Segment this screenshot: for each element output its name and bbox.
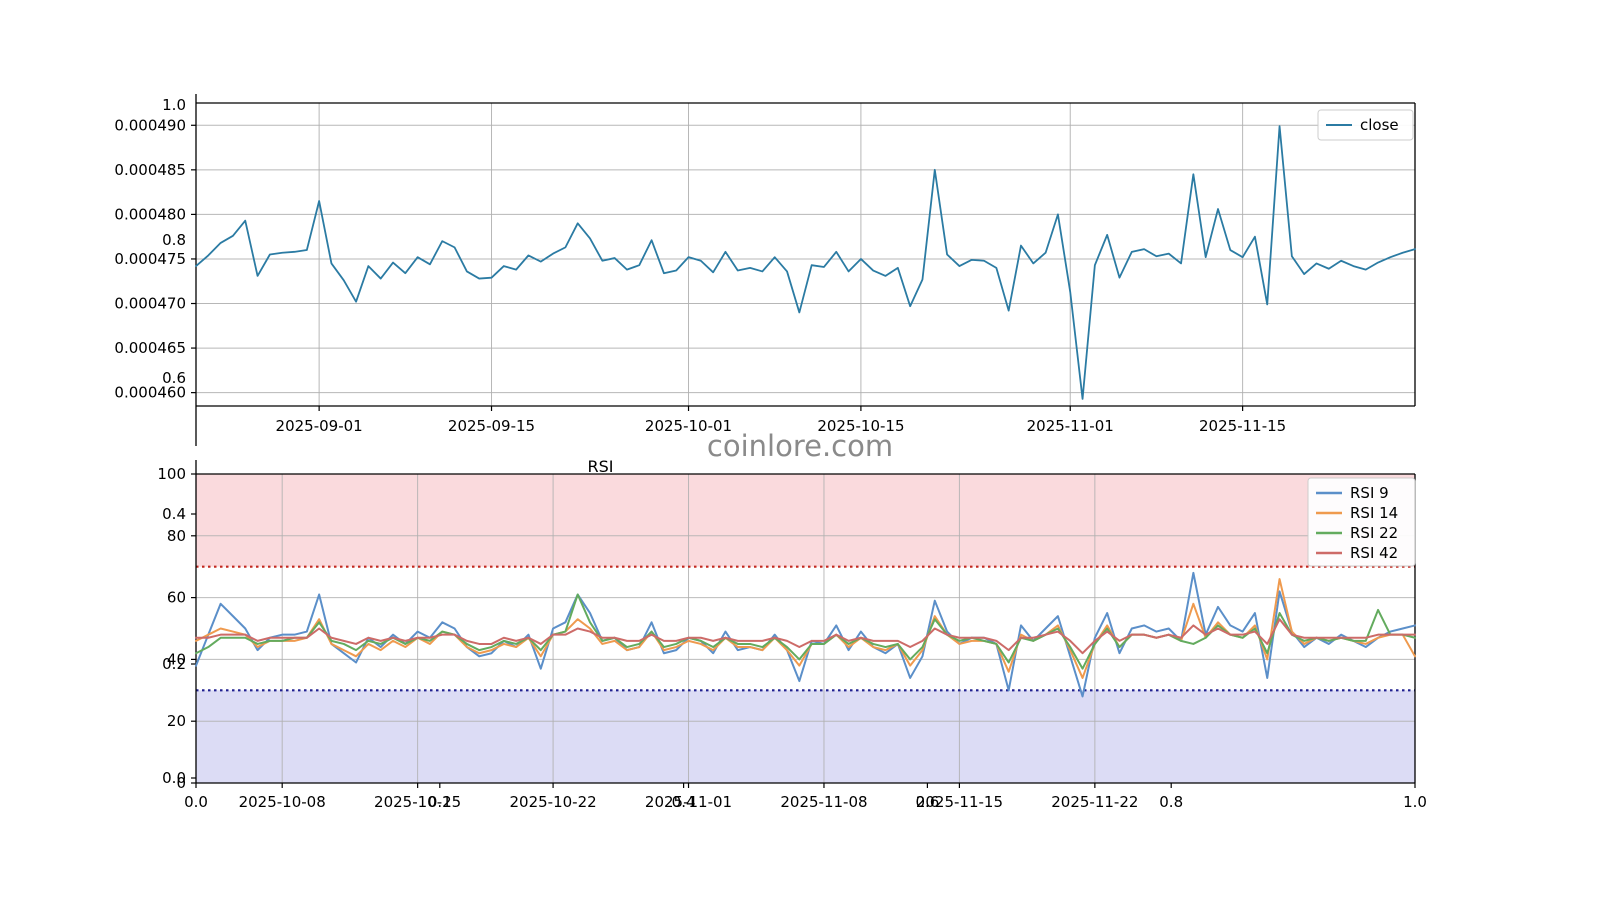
rsi-legend-label-rsi-9: RSI 9 <box>1350 484 1389 502</box>
rsi-phantom-y-label: 0.0 <box>162 769 186 787</box>
price-x-tick-label: 2025-09-01 <box>276 417 363 435</box>
price-x-tick-label: 2025-10-01 <box>645 417 732 435</box>
rsi-x-tick-label: 2025-10-15 <box>374 793 461 811</box>
rsi-phantom-x-label: 0.0 <box>184 793 208 811</box>
price-phantom-y-label: 0.8 <box>162 231 186 249</box>
price-x-tick-label: 2025-09-15 <box>448 417 535 435</box>
price-series-close <box>195 125 1416 400</box>
rsi-phantom-y-label: 0.2 <box>162 655 186 673</box>
price-y-tick-label: 0.000465 <box>114 339 186 357</box>
rsi-x-tick-label: 2025-11-01 <box>645 793 732 811</box>
rsi-phantom-y-label: 0.4 <box>162 505 186 523</box>
price-axes: 0.000490 0.000485 0.000480 0.000475 0.000470… <box>114 94 1416 446</box>
rsi-y-tick-label: 20 <box>167 712 186 730</box>
price-y-tick-label: 0.000470 <box>114 295 186 313</box>
rsi-y-tick-label: 40 <box>167 650 186 668</box>
rsi-x-tick-label: 2025-11-22 <box>1051 793 1138 811</box>
rsi-chart-panel: 0 20 40 60 80 100 0.4 0.2 0.0 2025-10-08 2025-10-1… <box>157 460 1427 811</box>
rsi-phantom-x-label: 0.4 <box>672 793 696 811</box>
price-chart-panel: 0.000490 0.000485 0.000480 0.000475 0.000470… <box>114 94 1416 446</box>
rsi-legend[interactable]: RSI 9 RSI 14 RSI 22 RSI 42 <box>1307 477 1416 567</box>
price-x-tick-label: 2025-11-15 <box>1199 417 1286 435</box>
price-y-tick-label: 0.000490 <box>114 116 186 134</box>
price-x-tick-label: 2025-10-15 <box>817 417 904 435</box>
price-legend-label-close: close <box>1360 116 1399 134</box>
rsi-y-tick-label: 0 <box>176 774 186 792</box>
rsi-axes: 0 20 40 60 80 100 0.4 0.2 0.0 2025-10-08 2025-10-1… <box>157 460 1427 811</box>
rsi-band-oversold <box>196 690 1415 783</box>
rsi-x-tick-label: 2025-11-08 <box>780 793 867 811</box>
rsi-legend-box <box>1307 477 1416 567</box>
rsi-phantom-x-label: 0.2 <box>428 793 452 811</box>
rsi-y-tick-label: 100 <box>157 465 186 483</box>
rsi-title: RSI <box>588 460 614 476</box>
rsi-series-rsi-42 <box>195 618 1416 655</box>
price-phantom-y-label: 0.6 <box>162 369 186 387</box>
rsi-legend-label-rsi-14: RSI 14 <box>1350 504 1398 522</box>
price-phantom-y-label: 1.0 <box>162 96 186 114</box>
price-plot-background <box>196 103 1415 406</box>
rsi-y-tick-label: 60 <box>167 589 186 607</box>
rsi-series-rsi-14 <box>195 578 1416 679</box>
rsi-band-overbought <box>196 474 1415 567</box>
price-legend-box <box>1317 109 1414 141</box>
rsi-legend-label-rsi-42: RSI 42 <box>1350 544 1398 562</box>
rsi-x-tick-label: 2025-11-15 <box>916 793 1003 811</box>
price-legend[interactable]: close <box>1317 109 1414 141</box>
price-y-tick-label: 0.000485 <box>114 161 186 179</box>
rsi-phantom-x-label: 0.6 <box>915 793 939 811</box>
price-x-tick-label: 2025-11-01 <box>1027 417 1114 435</box>
rsi-y-tick-label: 80 <box>167 527 186 545</box>
rsi-phantom-x-label: 0.8 <box>1159 793 1183 811</box>
price-y-tick-label: 0.000480 <box>114 205 186 223</box>
rsi-legend-label-rsi-22: RSI 22 <box>1350 524 1398 542</box>
price-y-tick-label: 0.000475 <box>114 250 186 268</box>
rsi-x-tick-label: 2025-10-22 <box>509 793 596 811</box>
rsi-x-tick-label: 2025-10-08 <box>239 793 326 811</box>
price-y-tick-label: 0.000460 <box>114 384 186 402</box>
rsi-phantom-x-label: 1.0 <box>1403 793 1427 811</box>
